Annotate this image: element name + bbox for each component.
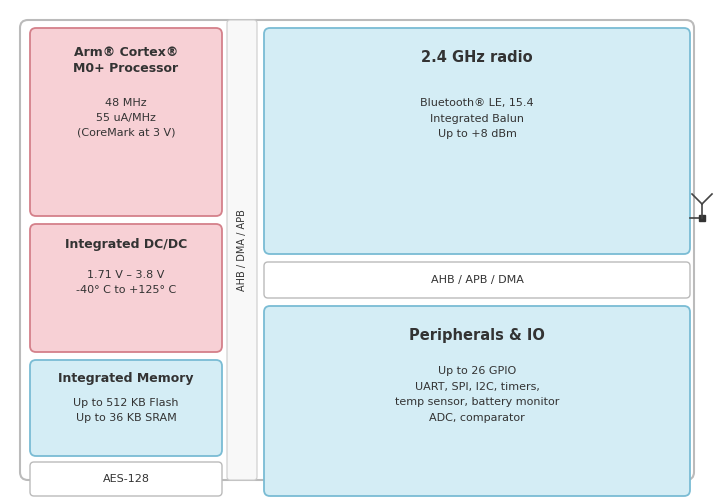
Text: AES-128: AES-128 (103, 474, 149, 484)
Text: Bluetooth® LE, 15.4
Integrated Balun
Up to +8 dBm: Bluetooth® LE, 15.4 Integrated Balun Up … (420, 98, 534, 139)
FancyBboxPatch shape (264, 306, 690, 496)
FancyBboxPatch shape (264, 28, 690, 254)
Text: Up to 26 GPIO
UART, SPI, I2C, timers,
temp sensor, battery monitor
ADC, comparat: Up to 26 GPIO UART, SPI, I2C, timers, te… (395, 366, 559, 423)
Text: 48 MHz
55 uA/MHz
(CoreMark at 3 V): 48 MHz 55 uA/MHz (CoreMark at 3 V) (77, 98, 175, 138)
FancyBboxPatch shape (30, 28, 222, 216)
FancyBboxPatch shape (30, 462, 222, 496)
Text: AHB / APB / DMA: AHB / APB / DMA (430, 275, 523, 285)
Text: Integrated Memory: Integrated Memory (58, 372, 193, 385)
FancyBboxPatch shape (30, 224, 222, 352)
Text: 1.71 V – 3.8 V
-40° C to +125° C: 1.71 V – 3.8 V -40° C to +125° C (76, 270, 176, 295)
FancyBboxPatch shape (264, 262, 690, 298)
Text: Integrated DC/DC: Integrated DC/DC (65, 238, 187, 251)
Text: Arm® Cortex®
M0+ Processor: Arm® Cortex® M0+ Processor (74, 46, 178, 76)
FancyBboxPatch shape (30, 360, 222, 456)
FancyBboxPatch shape (20, 20, 694, 480)
FancyBboxPatch shape (227, 20, 257, 480)
Text: Up to 512 KB Flash
Up to 36 KB SRAM: Up to 512 KB Flash Up to 36 KB SRAM (73, 398, 179, 423)
Text: AHB / DMA / APB: AHB / DMA / APB (237, 209, 247, 291)
Text: 2.4 GHz radio: 2.4 GHz radio (421, 50, 533, 65)
Text: Peripherals & IO: Peripherals & IO (409, 328, 545, 343)
